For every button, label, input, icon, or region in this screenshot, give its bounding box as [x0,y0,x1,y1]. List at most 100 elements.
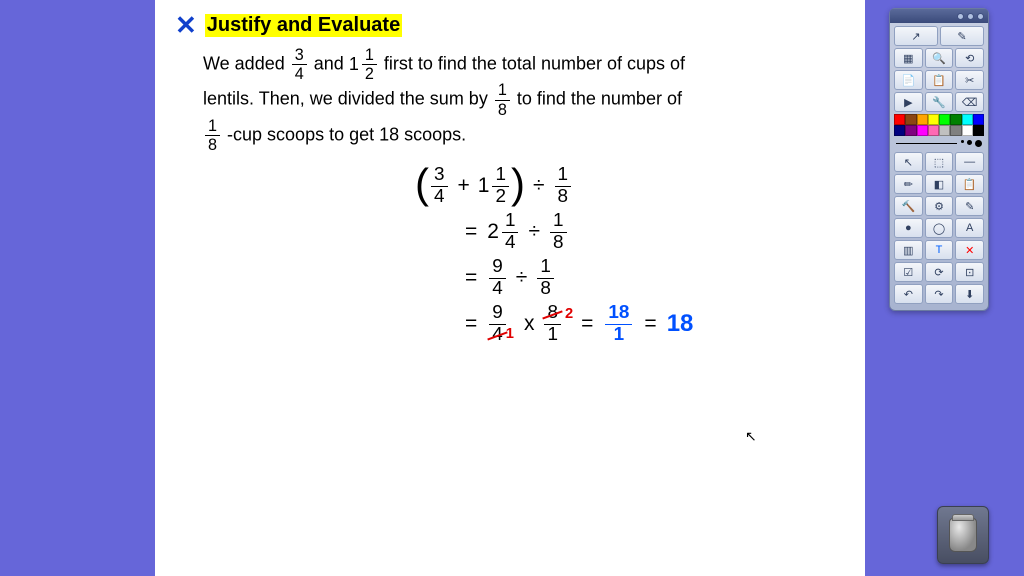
frac: 18 [555,166,572,207]
tool-button[interactable]: ⬇ [955,284,984,304]
tool-button[interactable]: — [955,152,984,172]
thickness-row[interactable] [894,140,984,147]
cancel-sup: 2 [565,306,573,322]
equals: = [465,266,477,290]
color-swatch[interactable] [917,114,928,125]
text-segment: and [314,53,349,73]
tool-button[interactable]: ● [894,218,923,238]
tool-button[interactable]: ⊡ [955,262,984,282]
palette-row: ↖⬚— [894,152,984,172]
answer: 18 [667,310,694,338]
tool-button[interactable]: ↶ [894,284,923,304]
tool-button[interactable]: ◯ [925,218,954,238]
x-mark-icon: ✕ [175,10,197,41]
frac: 34 [431,166,448,207]
times-op: x [524,312,535,336]
work-line-2: = 214 ÷ 18 [455,209,845,255]
color-swatch[interactable] [973,125,984,136]
whiteboard-canvas[interactable]: ✕ Justify and Evaluate We added 3 4 and … [155,0,865,576]
text-segment: We added [203,53,290,73]
tool-button[interactable]: ⬚ [925,152,954,172]
color-swatch[interactable] [939,125,950,136]
color-swatch[interactable] [905,125,916,136]
div-op: ÷ [516,266,528,290]
tool-button[interactable]: ✕ [955,240,984,260]
tool-button[interactable]: 🔧 [925,92,954,112]
tool-button[interactable]: ✂ [955,70,984,90]
cancel-sub: 1 [506,326,514,342]
tool-button[interactable]: ⚙ [925,196,954,216]
color-swatch[interactable] [917,125,928,136]
fraction-1-8: 1 8 [495,82,510,117]
color-swatch[interactable] [973,114,984,125]
work-line-3: = 94 ÷ 18 [455,255,845,301]
plus-op: + [458,174,470,198]
trash-dock[interactable] [937,506,989,564]
color-swatch[interactable] [905,114,916,125]
tool-button[interactable]: ↗ [894,26,938,46]
color-swatch[interactable] [894,125,905,136]
color-swatch[interactable] [950,125,961,136]
color-swatch[interactable] [950,114,961,125]
desktop-background: ✕ Justify and Evaluate We added 3 4 and … [0,0,1024,576]
color-swatch[interactable] [928,125,939,136]
palette-row: ▦🔍⟲ [894,48,984,68]
window-dot-icon[interactable] [977,13,984,20]
work-line-4: = 9 4 1 x 8 1 2 = 181 = 18 [455,301,845,347]
tool-button[interactable]: T [925,240,954,260]
trash-icon[interactable] [949,518,977,552]
color-swatch[interactable] [962,114,973,125]
tool-button[interactable]: 🔨 [894,196,923,216]
frac-9-4: 9 4 [489,304,506,345]
text-segment: lentils. Then, we divided the sum by [203,89,493,109]
tool-button[interactable]: 📋 [955,174,984,194]
tool-button[interactable]: ⟲ [955,48,984,68]
tool-button[interactable]: 📋 [925,70,954,90]
mixed: 214 [487,212,520,253]
tool-button[interactable]: ✎ [940,26,984,46]
palette-row: ↶↷⬇ [894,284,984,304]
tool-button[interactable]: A [955,218,984,238]
text-segment: first to find the total number of cups o… [384,53,685,73]
palette-row: ▶🔧⌫ [894,92,984,112]
tool-button[interactable]: ⌫ [955,92,984,112]
palette-row: 🔨⚙✎ [894,196,984,216]
palette-titlebar[interactable] [890,9,988,23]
color-swatch[interactable] [939,114,950,125]
palette-body: ↗✎▦🔍⟲📄📋✂▶🔧⌫↖⬚—✏◧📋🔨⚙✎●◯A▥T✕☑⟳⊡↶↷⬇ [894,26,984,304]
fraction-3-4: 3 4 [292,47,307,82]
window-dot-icon[interactable] [967,13,974,20]
equals: = [644,312,656,336]
tool-button[interactable]: ☑ [894,262,923,282]
fraction-1-8b: 1 8 [205,118,220,153]
work-line-1: ( 34 + 112 ) ÷ 18 [415,163,845,209]
frac: 18 [537,258,554,299]
mouse-cursor-icon: ↖ [745,428,757,445]
div-op: ÷ [533,174,545,198]
tool-button[interactable]: ↷ [925,284,954,304]
mixed-1-1-2: 1 1 2 [349,47,379,82]
frac-8-1: 8 1 [544,304,561,345]
text-segment: -cup scoops to get 18 scoops. [227,124,466,144]
equals: = [465,220,477,244]
tool-button[interactable]: ✎ [955,196,984,216]
tool-button[interactable]: ▶ [894,92,923,112]
tool-palette[interactable]: ↗✎▦🔍⟲📄📋✂▶🔧⌫↖⬚—✏◧📋🔨⚙✎●◯A▥T✕☑⟳⊡↶↷⬇ [889,8,989,311]
tool-button[interactable]: ◧ [925,174,954,194]
palette-row: ●◯A [894,218,984,238]
color-swatch[interactable] [894,114,905,125]
palette-row: ☑⟳⊡ [894,262,984,282]
tool-button[interactable]: ✏ [894,174,923,194]
tool-button[interactable]: 📄 [894,70,923,90]
tool-button[interactable]: ▦ [894,48,923,68]
mixed: 112 [478,166,511,207]
tool-button[interactable]: 🔍 [925,48,954,68]
color-swatch[interactable] [928,114,939,125]
tool-button[interactable]: ▥ [894,240,923,260]
palette-row: ✏◧📋 [894,174,984,194]
tool-button[interactable]: ⟳ [925,262,954,282]
color-swatch[interactable] [962,125,973,136]
window-dot-icon[interactable] [957,13,964,20]
tool-button[interactable]: ↖ [894,152,923,172]
color-swatches [894,114,984,136]
